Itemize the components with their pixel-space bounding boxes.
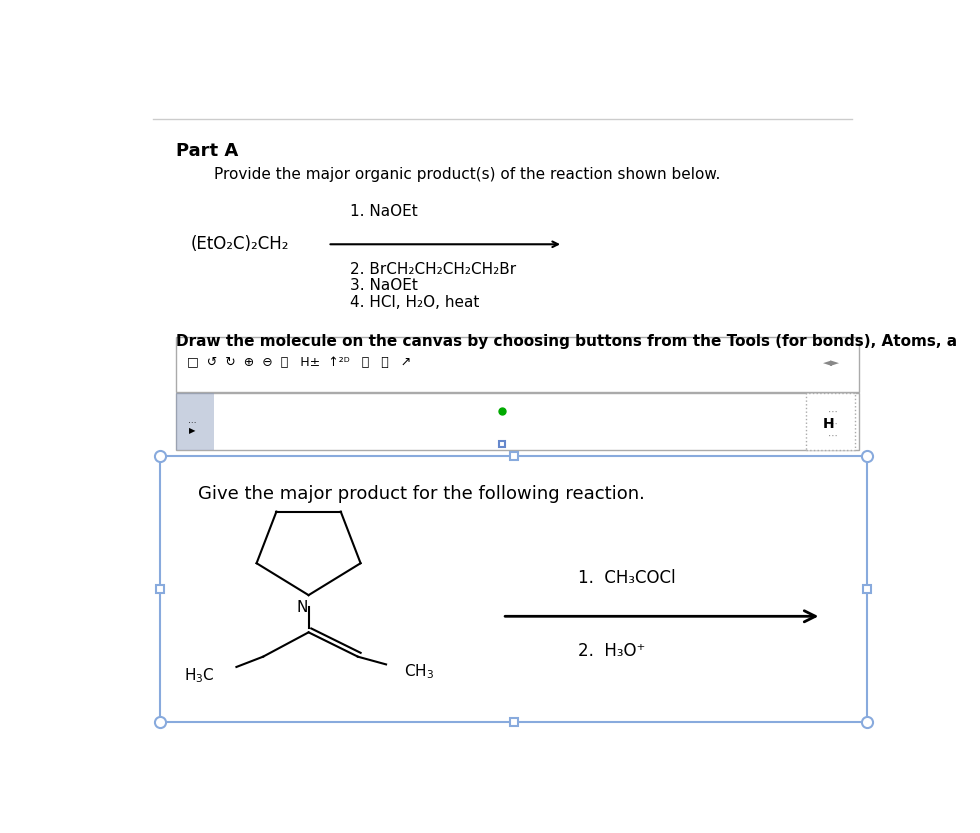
Text: □  ↺  ↻  ⊕  ⊖  Ⓗ   H±  ↑²ᴰ   ⓘ   ❓   ↗: □ ↺ ↻ ⊕ ⊖ Ⓗ H± ↑²ᴰ ⓘ ❓ ↗	[187, 357, 412, 370]
Text: N: N	[297, 601, 308, 616]
Bar	[161, 456, 867, 722]
Bar	[175, 393, 214, 450]
Text: 4. HCl, H₂O, heat: 4. HCl, H₂O, heat	[351, 295, 480, 310]
Text: 1. NaOEt: 1. NaOEt	[351, 203, 418, 218]
Text: Draw the molecule on the canvas by choosing buttons from the Tools (for bonds), : Draw the molecule on the canvas by choos…	[175, 334, 956, 349]
Text: …
▶: … ▶	[188, 416, 197, 436]
Text: (EtO₂C)₂CH₂: (EtO₂C)₂CH₂	[191, 235, 289, 253]
Text: 2. BrCH₂CH₂CH₂CH₂Br: 2. BrCH₂CH₂CH₂CH₂Br	[351, 262, 516, 277]
Text: H: H	[823, 416, 835, 431]
Text: Give the major product for the following reaction.: Give the major product for the following…	[198, 485, 645, 503]
Text: H$_3$C: H$_3$C	[184, 666, 216, 686]
Text: Part A: Part A	[175, 142, 238, 160]
Text: 1.  CH₃COCl: 1. CH₃COCl	[578, 570, 676, 587]
Bar	[175, 337, 859, 392]
Text: Provide the major organic product(s) of the reaction shown below.: Provide the major organic product(s) of …	[214, 167, 720, 182]
Bar	[175, 393, 859, 450]
Text: 3. NaOEt: 3. NaOEt	[351, 278, 418, 293]
Text: ⋯
⋯
⋯: ⋯ ⋯ ⋯	[828, 407, 838, 441]
Text: 2.  H₃O⁺: 2. H₃O⁺	[578, 642, 646, 660]
Text: ◄►: ◄►	[823, 358, 840, 368]
Text: CH$_3$: CH$_3$	[404, 663, 434, 681]
Bar	[806, 393, 856, 450]
